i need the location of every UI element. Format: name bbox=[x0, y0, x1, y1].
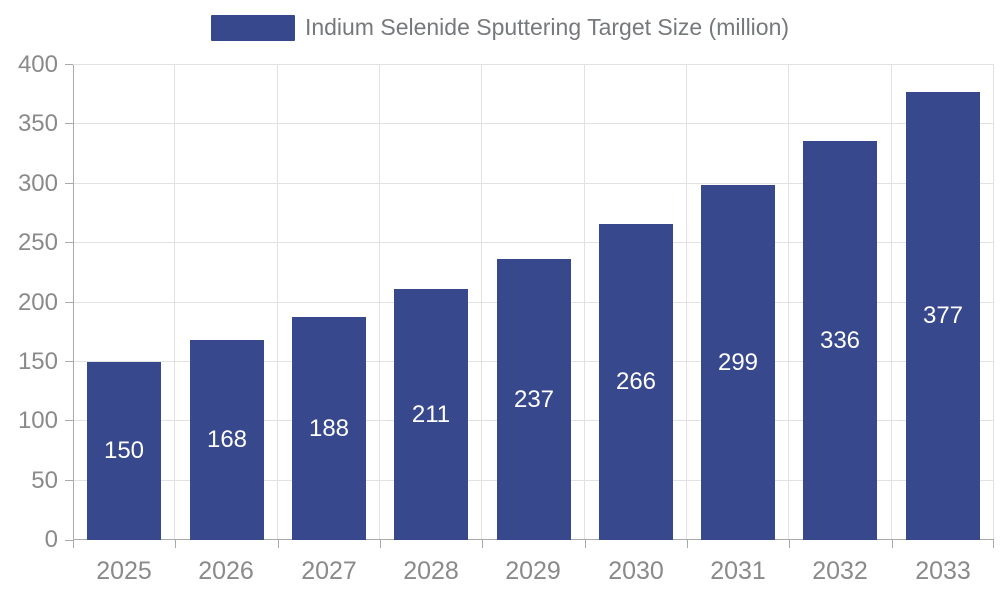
x-axis-label: 2033 bbox=[915, 557, 971, 585]
x-axis-label: 2027 bbox=[301, 557, 357, 585]
bar[interactable] bbox=[803, 141, 877, 540]
y-axis-tick bbox=[65, 540, 73, 541]
x-gridline bbox=[788, 65, 789, 540]
x-axis-label: 2029 bbox=[505, 557, 561, 585]
y-axis-tick bbox=[65, 64, 73, 65]
x-axis-label: 2032 bbox=[812, 557, 868, 585]
y-gridline bbox=[73, 183, 994, 184]
y-axis-label: 50 bbox=[31, 467, 58, 494]
legend-swatch bbox=[210, 14, 295, 41]
x-axis-tick bbox=[175, 540, 176, 548]
legend[interactable]: Indium Selenide Sputtering Target Size (… bbox=[0, 14, 1000, 41]
y-axis-tick bbox=[65, 480, 73, 481]
x-gridline bbox=[379, 65, 380, 540]
x-axis-tick bbox=[278, 540, 279, 548]
x-gridline bbox=[481, 65, 482, 540]
bar[interactable] bbox=[599, 224, 673, 540]
x-axis-tick bbox=[687, 540, 688, 548]
y-axis-tick bbox=[65, 183, 73, 184]
y-axis-tick bbox=[65, 123, 73, 124]
x-axis-tick bbox=[380, 540, 381, 548]
x-gridline bbox=[686, 65, 687, 540]
x-axis-label: 2031 bbox=[710, 557, 766, 585]
bar[interactable] bbox=[292, 317, 366, 540]
y-axis-label: 150 bbox=[17, 348, 58, 375]
x-axis-tick bbox=[993, 540, 994, 548]
x-gridline bbox=[993, 65, 994, 540]
x-gridline bbox=[891, 65, 892, 540]
x-axis-tick bbox=[73, 540, 74, 548]
bar[interactable] bbox=[394, 289, 468, 540]
plot-area: 0 50 100 150 200 250 300 350 400 150 2025 168 2026 18… bbox=[18, 51, 994, 585]
x-axis-tick bbox=[892, 540, 893, 548]
bar[interactable] bbox=[497, 259, 571, 540]
y-gridline bbox=[73, 242, 994, 243]
y-axis-label: 300 bbox=[17, 170, 58, 197]
y-axis-line bbox=[73, 65, 74, 540]
x-axis-tick bbox=[482, 540, 483, 548]
y-axis-tick bbox=[65, 361, 73, 362]
x-gridline bbox=[277, 65, 278, 540]
bar[interactable] bbox=[701, 185, 775, 540]
y-axis-label: 200 bbox=[17, 289, 58, 316]
x-gridline bbox=[584, 65, 585, 540]
y-axis-label: 350 bbox=[17, 110, 58, 137]
legend-label: Indium Selenide Sputtering Target Size (… bbox=[304, 14, 790, 40]
bar[interactable] bbox=[906, 92, 980, 540]
y-axis-label: 0 bbox=[44, 526, 58, 553]
y-axis-label: 100 bbox=[17, 407, 58, 434]
y-axis-label: 400 bbox=[17, 51, 58, 78]
x-axis-label: 2026 bbox=[198, 557, 254, 585]
x-axis-tick bbox=[789, 540, 790, 548]
bar[interactable] bbox=[190, 340, 264, 540]
x-gridline bbox=[174, 65, 175, 540]
y-gridline bbox=[73, 123, 994, 124]
x-axis-tick bbox=[585, 540, 586, 548]
y-axis-tick bbox=[65, 420, 73, 421]
x-axis-label: 2028 bbox=[403, 557, 459, 585]
y-axis-tick bbox=[65, 242, 73, 243]
x-axis-label: 2025 bbox=[96, 557, 152, 585]
y-gridline bbox=[73, 64, 994, 65]
y-axis-label: 250 bbox=[17, 229, 58, 256]
y-axis-tick bbox=[65, 302, 73, 303]
bar[interactable] bbox=[87, 362, 161, 540]
x-axis-label: 2030 bbox=[608, 557, 664, 585]
